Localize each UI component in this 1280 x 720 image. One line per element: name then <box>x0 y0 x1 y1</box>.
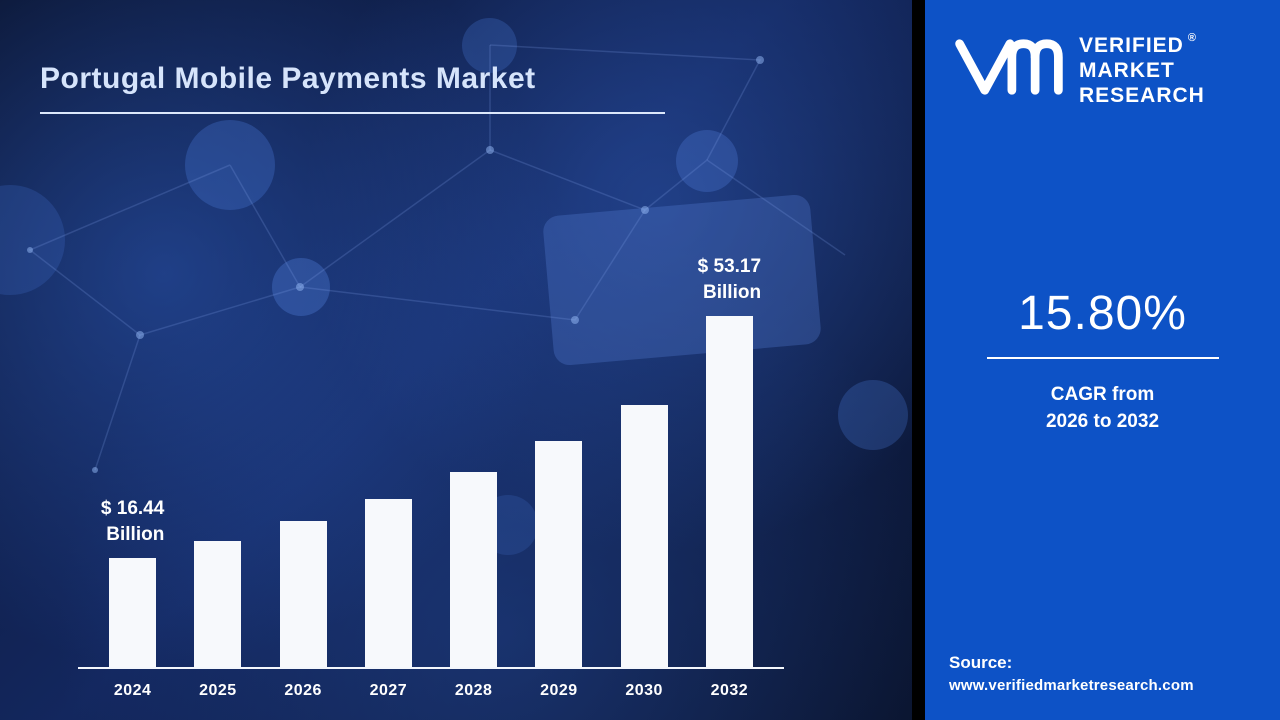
bar-value-label-2024: $ 16.44 Billion <box>100 497 165 546</box>
x-axis-label-2027: 2027 <box>369 682 408 699</box>
title-underline <box>40 112 665 114</box>
x-axis-label-2025: 2025 <box>199 682 237 699</box>
bar-column-2030 <box>602 405 687 667</box>
bar-column-2029 <box>516 441 601 667</box>
brand-panel: VERIFIED ® MARKET RESEARCH 15.80% CAGR fr… <box>925 0 1280 720</box>
source-block: Source: www.verifiedmarketresearch.com <box>925 653 1280 720</box>
glow-circle <box>185 120 275 210</box>
source-url: www.verifiedmarketresearch.com <box>949 677 1194 694</box>
bar-column-2024: $ 16.44 Billion <box>90 496 175 667</box>
cagr-value: 15.80% <box>1018 286 1187 340</box>
bars-area: $ 16.44 Billion $ 53.17 Billion <box>78 229 784 669</box>
brand-line-2: MARKET <box>1079 58 1175 82</box>
bar-2027 <box>364 499 412 667</box>
glow-circle <box>0 185 65 295</box>
vmr-logo-icon <box>955 39 1063 95</box>
registered-mark: ® <box>1187 32 1197 44</box>
bar-2026 <box>279 521 327 667</box>
bar-2024 <box>109 558 157 667</box>
source-label: Source: <box>949 653 1013 672</box>
x-axis-label-2032: 2032 <box>710 682 749 699</box>
bar-2030 <box>620 405 668 667</box>
brand-line-3: RESEARCH <box>1079 83 1205 107</box>
x-axis-label-2030: 2030 <box>625 682 663 699</box>
cagr-underline <box>986 356 1219 359</box>
brand-line-1: VERIFIED <box>1079 34 1184 57</box>
page-title: Portugal Mobile Payments Market <box>40 62 536 95</box>
bar-column-2027 <box>346 499 431 667</box>
bar-2029 <box>535 441 583 667</box>
bar-2025 <box>194 541 242 667</box>
cagr-caption: CAGR from 2026 to 2032 <box>1046 381 1159 436</box>
bar-column-2026 <box>261 521 346 667</box>
bar-2032 <box>705 316 753 667</box>
glow-circle <box>676 130 738 192</box>
x-axis-label-2026: 2026 <box>284 682 322 699</box>
bar-column-2028 <box>431 472 516 667</box>
x-axis-label-2029: 2029 <box>540 682 578 699</box>
bar-2028 <box>450 472 498 667</box>
cagr-block: 15.80% CAGR from 2026 to 2032 <box>925 68 1280 653</box>
cagr-caption-line-2: 2026 to 2032 <box>1045 411 1160 433</box>
brand-name: VERIFIED ® MARKET RESEARCH <box>1079 32 1205 108</box>
x-axis-label-2028: 2028 <box>454 682 493 699</box>
bar-column-2025 <box>175 541 260 667</box>
chart-section: Portugal Mobile Payments Market $ 16.44 … <box>0 0 912 720</box>
bar-column-2032: $ 53.17 Billion <box>687 254 772 667</box>
bar-value-label-2032: $ 53.17 Billion <box>697 255 762 304</box>
bar-chart: $ 16.44 Billion $ 53.17 Billion 2024 2025 2… <box>78 229 784 700</box>
section-divider <box>912 0 925 720</box>
x-axis-label-2024: 2024 <box>113 682 152 699</box>
brand-logo: VERIFIED ® MARKET RESEARCH <box>925 0 1280 108</box>
x-axis-labels: 2024 2025 2026 2027 2028 2029 2030 2032 <box>78 669 784 700</box>
cagr-caption-line-1: CAGR from <box>1050 383 1155 405</box>
glow-circle <box>838 380 908 450</box>
